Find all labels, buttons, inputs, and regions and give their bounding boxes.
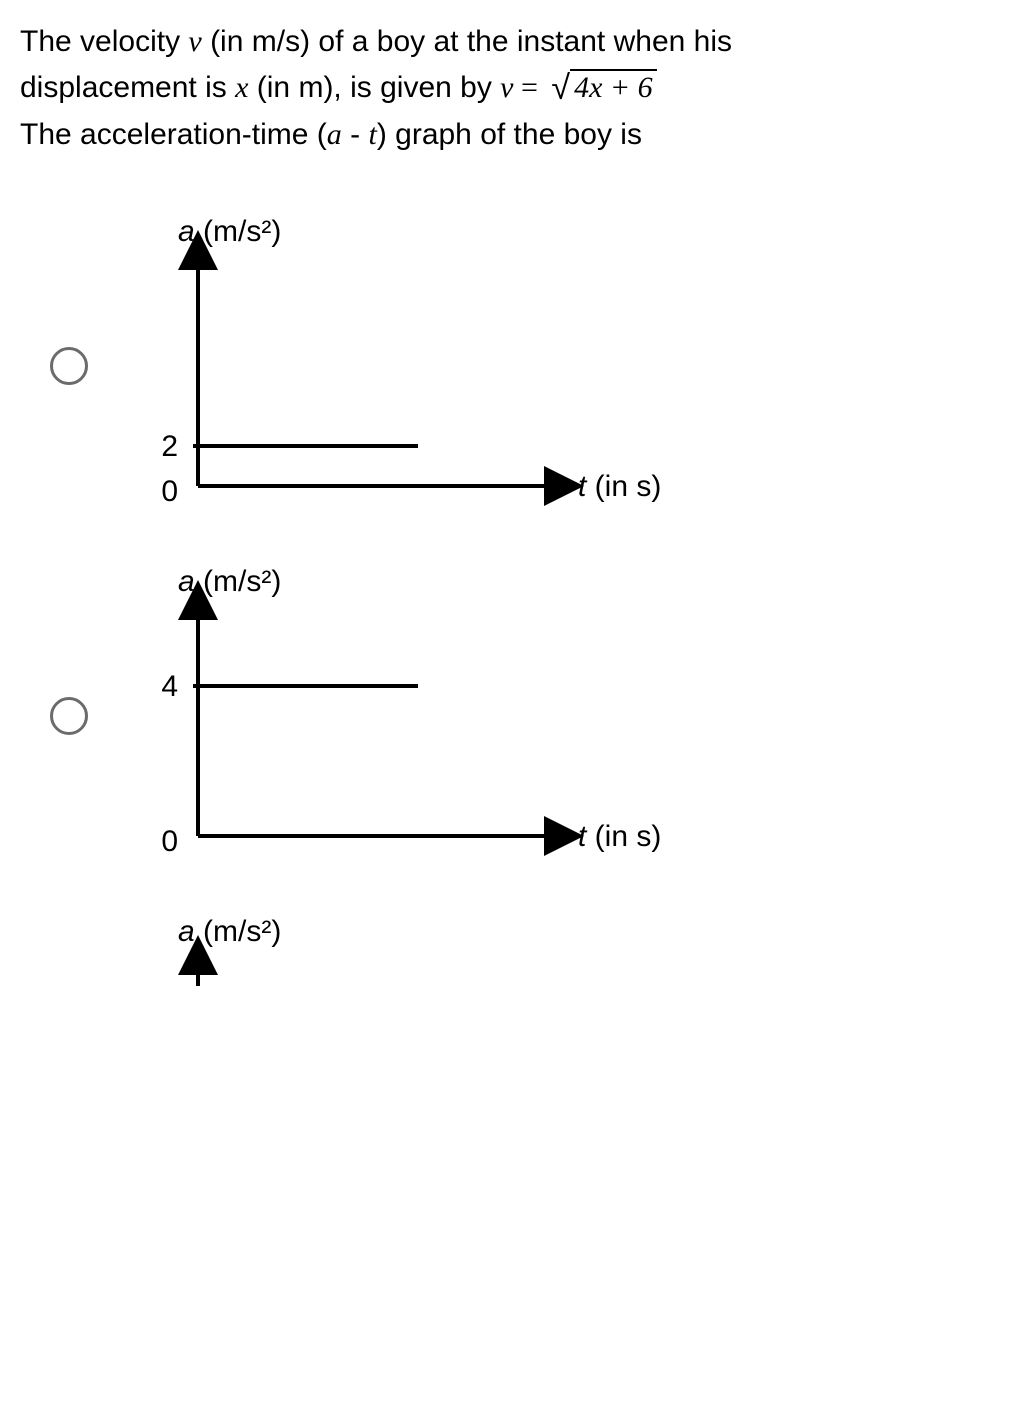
q-line3-post: ) graph of the boy is: [377, 118, 642, 151]
q-dash: -: [342, 118, 369, 151]
radio-option-2[interactable]: [50, 697, 88, 735]
x-axis-label-2: t (in s): [578, 820, 661, 853]
x-axis-label-1: t (in s): [578, 470, 661, 503]
graph-option-2: a (m/s²) 4 0 t (in s): [118, 566, 678, 866]
graph-svg-1: a (m/s²) 2 0 t (in s): [118, 216, 678, 516]
option-3-partial: a (m/s²): [118, 916, 1004, 986]
q-eq-left: v: [500, 71, 513, 104]
q-line1-pre: The velocity: [20, 25, 188, 58]
graph-option-3-partial: a (m/s²): [118, 916, 418, 986]
y-tick-1: 2: [161, 430, 178, 463]
origin-1: 0: [161, 475, 178, 508]
q-var-v: v: [188, 25, 201, 58]
q-sqrt-arg: 4x + 6: [570, 69, 657, 104]
option-1[interactable]: a (m/s²) 2 0 t (in s): [50, 216, 1004, 516]
q-var-a: a: [327, 118, 342, 151]
q-eq-sign: =: [514, 71, 546, 104]
q-line2-mid: (in m), is given by: [248, 71, 500, 104]
graph-option-1: a (m/s²) 2 0 t (in s): [118, 216, 678, 516]
question-text: The velocity v (in m/s) of a boy at the …: [20, 20, 1004, 156]
graph-svg-3: a (m/s²): [118, 916, 418, 986]
y-tick-2: 4: [161, 670, 178, 703]
y-axis-label-2: a (m/s²): [178, 566, 281, 598]
q-line3-pre: The acceleration-time (: [20, 118, 327, 151]
q-var-x: x: [235, 71, 248, 104]
radio-option-1[interactable]: [50, 347, 88, 385]
origin-2: 0: [161, 825, 178, 858]
option-2[interactable]: a (m/s²) 4 0 t (in s): [50, 566, 1004, 866]
y-axis-label-1: a (m/s²): [178, 216, 281, 248]
graph-svg-2: a (m/s²) 4 0 t (in s): [118, 566, 678, 866]
q-sqrt: √4x + 6: [545, 64, 656, 113]
q-var-t: t: [368, 118, 376, 151]
y-axis-label-3: a (m/s²): [178, 916, 281, 948]
sqrt-symbol: √: [551, 69, 570, 107]
q-line2-pre: displacement is: [20, 71, 235, 104]
q-line1-mid: (in m/s) of a boy at the instant when hi…: [202, 25, 732, 58]
